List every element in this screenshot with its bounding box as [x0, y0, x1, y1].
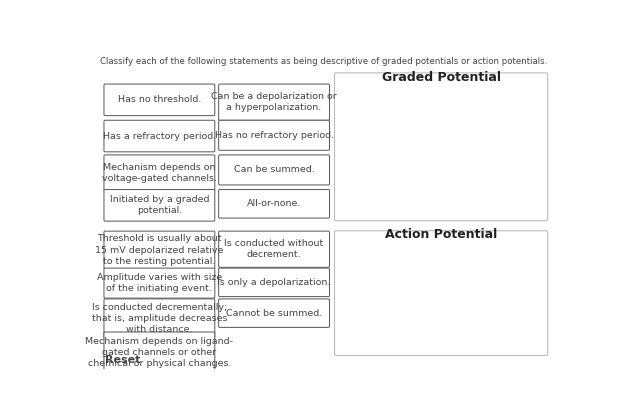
Text: Has no threshold.: Has no threshold.: [118, 95, 201, 104]
Text: Classify each of the following statements as being descriptive of graded potenti: Classify each of the following statement…: [100, 58, 547, 66]
FancyBboxPatch shape: [218, 299, 329, 327]
Text: Amplitude varies with size
of the initiating event.: Amplitude varies with size of the initia…: [97, 273, 222, 293]
Text: Cannot be summed.: Cannot be summed.: [226, 309, 322, 317]
FancyBboxPatch shape: [104, 155, 215, 191]
FancyBboxPatch shape: [334, 73, 548, 221]
Text: Threshold is usually about
15 mV depolarized relative
to the resting potential.: Threshold is usually about 15 mV depolar…: [95, 234, 223, 266]
FancyBboxPatch shape: [104, 268, 215, 298]
FancyBboxPatch shape: [104, 299, 215, 338]
FancyBboxPatch shape: [104, 120, 215, 152]
FancyBboxPatch shape: [334, 231, 548, 356]
FancyBboxPatch shape: [218, 155, 329, 185]
FancyBboxPatch shape: [218, 231, 329, 267]
Text: Can be a depolarization or
a hyperpolarization.: Can be a depolarization or a hyperpolari…: [211, 92, 337, 112]
FancyBboxPatch shape: [218, 190, 329, 218]
Text: Mechanism depends on ligand-
gated channels or other
chemical or physical change: Mechanism depends on ligand- gated chann…: [85, 337, 233, 368]
Text: Has no refractory period.: Has no refractory period.: [215, 131, 334, 140]
Text: Mechanism depends on
voltage-gated channels.: Mechanism depends on voltage-gated chann…: [102, 163, 217, 183]
Text: Reset: Reset: [105, 356, 140, 366]
FancyBboxPatch shape: [218, 268, 329, 297]
FancyBboxPatch shape: [104, 332, 215, 373]
FancyBboxPatch shape: [218, 84, 329, 120]
Text: Action Potential: Action Potential: [385, 228, 497, 242]
Text: Is conducted decrementally;
that is, amplitude decreases
with distance.: Is conducted decrementally; that is, amp…: [92, 303, 227, 334]
Text: Has a refractory period.: Has a refractory period.: [103, 132, 216, 141]
FancyBboxPatch shape: [104, 231, 215, 269]
Text: Can be summed.: Can be summed.: [234, 166, 314, 174]
Text: Initiated by a graded
potential.: Initiated by a graded potential.: [110, 195, 209, 215]
FancyBboxPatch shape: [104, 190, 215, 221]
Text: All-or-none.: All-or-none.: [247, 199, 301, 208]
Text: Is only a depolarization.: Is only a depolarization.: [217, 278, 331, 287]
Text: Is conducted without
decrement.: Is conducted without decrement.: [225, 239, 324, 259]
Text: Graded Potential: Graded Potential: [382, 71, 500, 84]
FancyBboxPatch shape: [104, 84, 215, 116]
FancyBboxPatch shape: [218, 120, 329, 150]
